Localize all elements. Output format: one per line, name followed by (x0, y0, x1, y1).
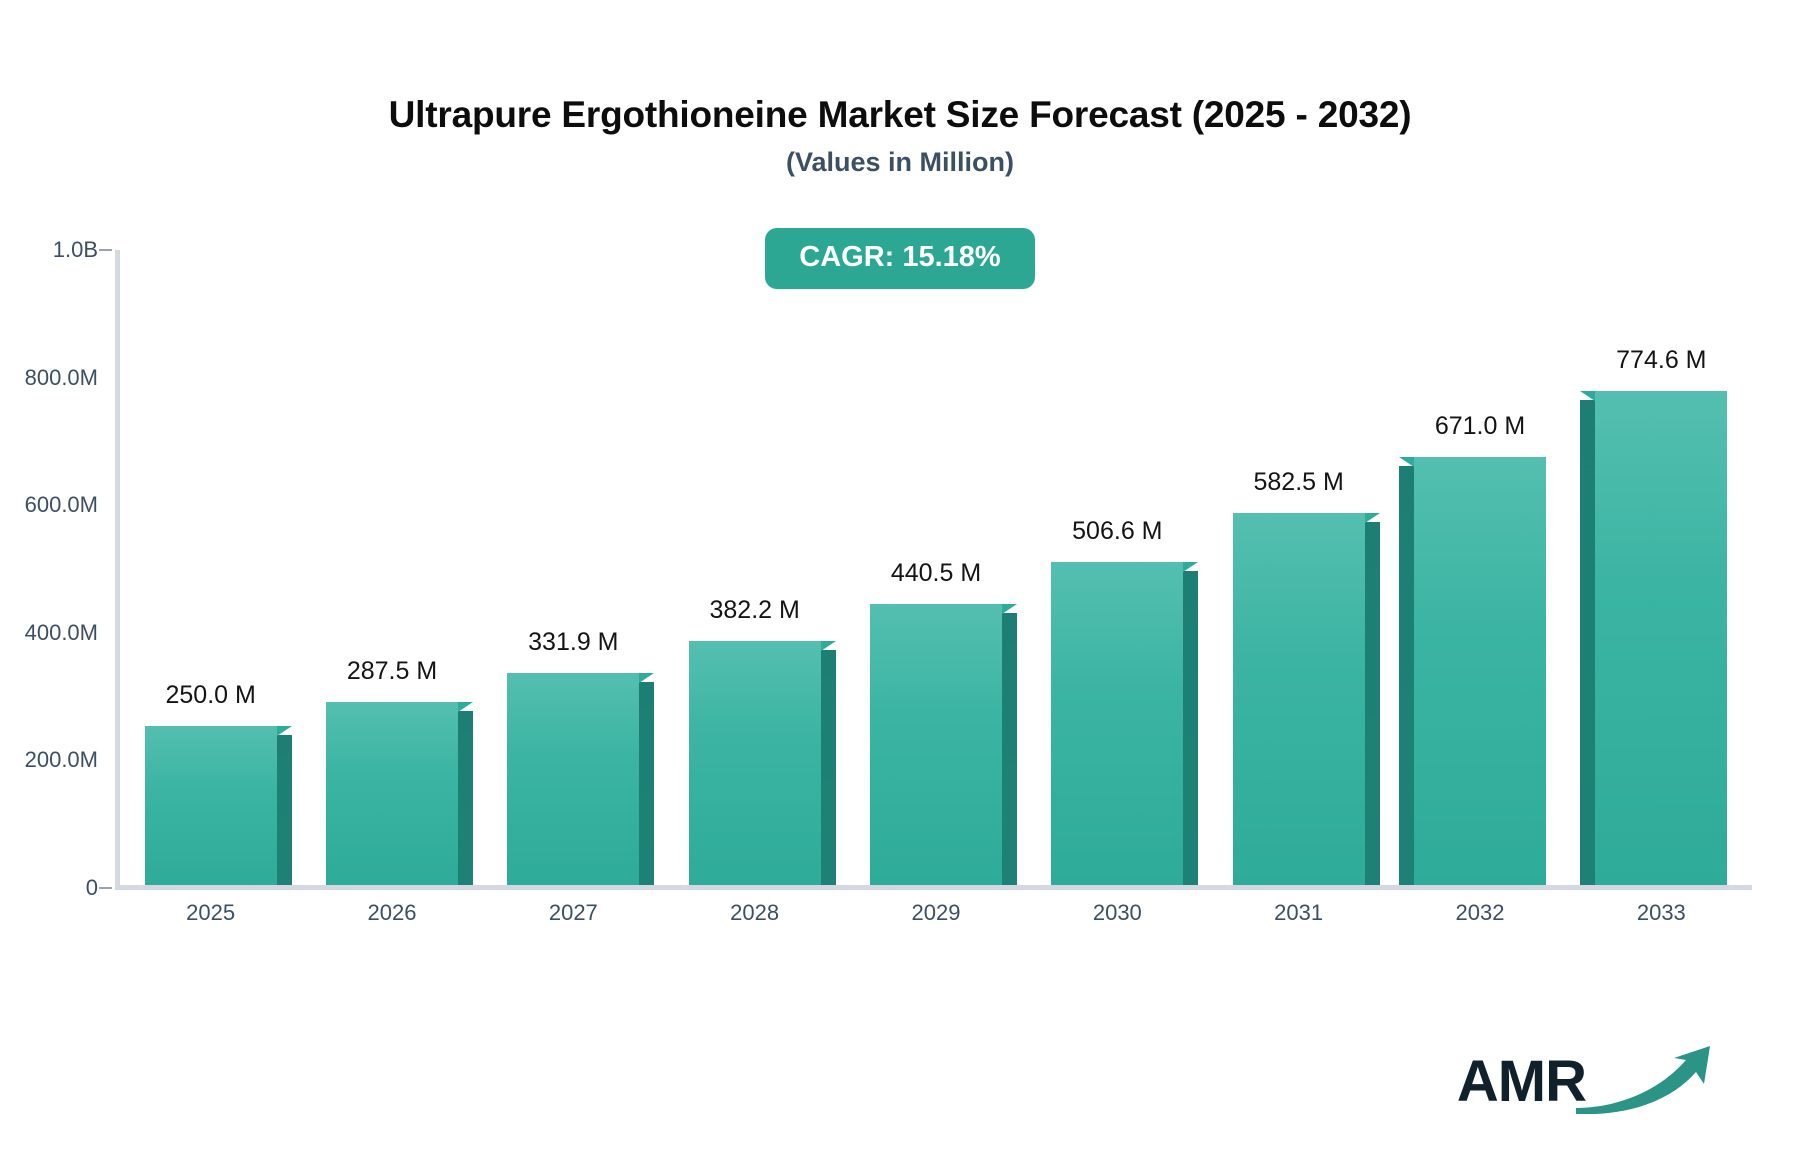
chart-title: Ultrapure Ergothioneine Market Size Fore… (388, 94, 1412, 135)
x-axis-label-2033: 2033 (1636, 900, 1686, 925)
chart-subtitle: (Values in Million) (785, 147, 1015, 177)
cagr-badge-container: CAGR: 15.18% (0, 228, 1800, 289)
y-axis-line (115, 250, 120, 888)
bar-front-face (870, 603, 1002, 885)
bar-top-bevel (1364, 513, 1380, 524)
bar-front-face (507, 673, 640, 885)
amr-logo-text: AMR (1456, 1049, 1587, 1114)
bar-value-label: 582.5 M (1253, 468, 1344, 497)
x-axis-line (115, 885, 1752, 890)
bar-front-face (1232, 513, 1365, 885)
bar-2027[interactable] (507, 673, 655, 885)
bar-slot: 440.5 M (870, 250, 1017, 885)
bar-slot: 382.2 M (688, 250, 836, 885)
bar-top-bevel (1183, 561, 1199, 572)
bar-slot: 774.6 M (1580, 250, 1728, 885)
x-axis-labels: 2025 2026 2027 2028 2029 2030 2031 2032 2033 (120, 900, 1752, 940)
bar-front-face (1595, 390, 1728, 885)
bar-slot: 331.9 M (507, 250, 655, 885)
bar-side-face (820, 650, 836, 885)
bar-slot: 582.5 M (1232, 250, 1380, 885)
x-axis-label-2027: 2027 (548, 900, 598, 925)
x-axis-label-2026: 2026 (367, 900, 417, 925)
y-axis-tick-mark (99, 887, 112, 889)
bar-2032[interactable] (1399, 456, 1546, 885)
bar-2026[interactable] (326, 701, 473, 885)
growth-arrow-icon (1570, 1042, 1720, 1119)
bar-side-face (639, 682, 655, 885)
y-axis-tick-label: 0 (85, 875, 98, 900)
bar-slot: 287.5 M (326, 250, 473, 885)
amr-logo: AMR (1456, 1045, 1720, 1118)
bar-top-bevel (639, 673, 655, 684)
bar-slot: 506.6 M (1051, 250, 1199, 885)
bar-top-bevel (1580, 390, 1596, 401)
bar-2025[interactable] (144, 725, 292, 885)
bar-value-label: 774.6 M (1616, 345, 1707, 374)
bar-value-label: 250.0 M (165, 680, 256, 709)
bar-2028[interactable] (688, 641, 836, 885)
bar-2029[interactable] (870, 603, 1017, 885)
x-axis-label-2032: 2032 (1455, 900, 1505, 925)
bar-front-face (1051, 561, 1184, 885)
bar-2031[interactable] (1232, 513, 1380, 885)
bar-side-face (1183, 570, 1199, 885)
bar-2030[interactable] (1051, 561, 1199, 885)
x-axis-label-2028: 2028 (730, 900, 780, 925)
bar-front-face (688, 641, 821, 885)
bar-2033[interactable] (1580, 390, 1728, 885)
bar-top-bevel (820, 641, 836, 652)
y-axis-tick-mark (99, 249, 112, 251)
cagr-badge[interactable]: CAGR: 15.18% (765, 228, 1035, 289)
x-axis-label-2031: 2031 (1274, 900, 1324, 925)
y-axis-tick-label: 800.0M (24, 364, 98, 390)
bar-side-face (1399, 465, 1414, 885)
bar-top-bevel (276, 725, 292, 736)
bar-front-face (1414, 456, 1546, 885)
x-axis-label-2029: 2029 (911, 900, 961, 925)
x-axis-label-2025: 2025 (186, 900, 236, 925)
y-axis-tick-label: 200.0M (24, 747, 98, 773)
bar-value-label: 382.2 M (709, 596, 800, 625)
bar-side-face (458, 710, 473, 885)
bar-side-face (1580, 399, 1596, 885)
bar-top-bevel (1002, 603, 1017, 614)
bar-front-face (144, 725, 277, 885)
bar-value-label: 331.9 M (528, 628, 619, 657)
y-axis-tick-label: 1.0B (52, 237, 98, 262)
y-axis-tick-label: 400.0M (24, 619, 98, 645)
bar-value-label: 671.0 M (1434, 411, 1526, 440)
bar-value-label: 287.5 M (346, 656, 438, 685)
bar-value-label: 440.5 M (890, 558, 982, 587)
bar-top-bevel (1399, 456, 1414, 467)
y-axis-tick-label: 600.0M (24, 492, 98, 518)
bar-top-bevel (458, 701, 473, 712)
x-axis-label-2030: 2030 (1092, 900, 1142, 925)
plot-area: 1.0B 800.0M 600.0M 400.0M 200.0M 0 250.0 M 287… (25, 237, 1752, 900)
bar-side-face (276, 734, 292, 885)
bar-value-label: 506.6 M (1072, 516, 1163, 545)
bar-side-face (1002, 612, 1017, 885)
bar-slot: 671.0 M (1399, 250, 1546, 885)
bar-front-face (326, 701, 458, 885)
bar-side-face (1364, 522, 1380, 885)
bar-slot: 250.0 M (144, 250, 292, 885)
bar-series: 250.0 M 287.5 M 331.9 M 382.2 M 440.5 M 506.6… (120, 250, 1752, 885)
